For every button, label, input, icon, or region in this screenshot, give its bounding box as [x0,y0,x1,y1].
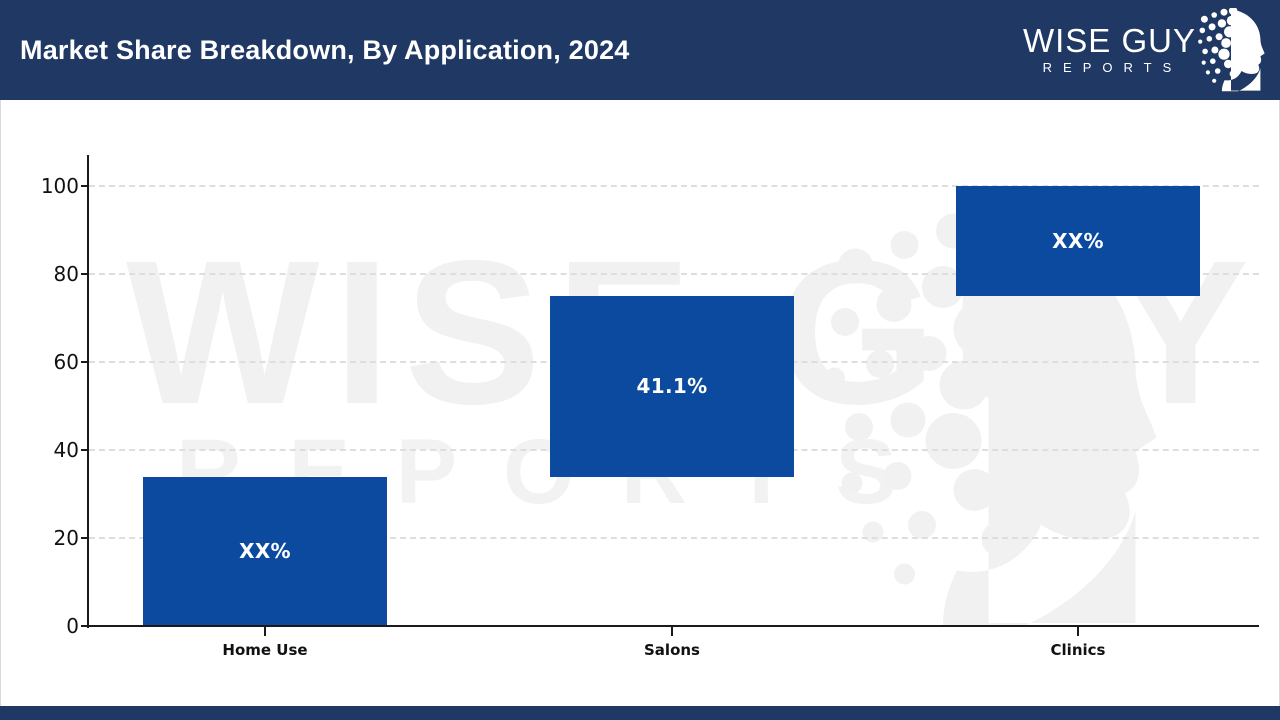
logo-wordmark: WISE GUY [1022,22,1196,59]
bar-clinics: XX% [956,186,1200,296]
y-axis-tick [81,273,89,275]
y-axis-tick [81,537,89,539]
x-axis-tick [671,627,673,636]
logo-text: WISE GUY REPORTS [1023,24,1196,76]
y-axis-tick-label: 100 [40,174,79,198]
y-axis-line [87,155,89,628]
x-axis-tick [1077,627,1079,636]
x-axis-tick [264,627,266,636]
y-gridline [89,185,1259,187]
y-axis-tick-label: 80 [53,262,79,286]
y-axis-tick-label: 40 [53,438,79,462]
x-axis-category-label: Salons [644,641,700,659]
y-axis-tick-label: 60 [53,350,79,374]
y-axis-tick [81,361,89,363]
bar-value-label: 41.1% [636,374,708,399]
header-bar: Market Share Breakdown, By Application, … [0,0,1280,100]
y-axis-tick [81,449,89,451]
logo-subtitle: REPORTS [1042,60,1183,75]
bar-home-use: XX% [143,476,387,626]
y-axis-tick-label: 20 [53,526,79,550]
bar-value-label: XX% [239,539,291,564]
x-axis-category-label: Clinics [1050,641,1106,659]
y-gridline [89,273,1259,275]
bar-value-label: XX% [1052,229,1104,253]
y-axis-tick [81,185,89,187]
y-axis-tick [81,625,89,627]
footer-bar [0,706,1280,720]
x-axis-line [87,625,1259,627]
x-axis-category-label: Home Use [222,641,308,659]
y-axis-tick-label: 0 [66,614,79,638]
wise-guy-reports-logo: WISE GUY REPORTS [1018,0,1268,100]
y-gridline [89,537,1259,539]
chart-title: Market Share Breakdown, By Application, … [20,34,630,65]
dotted-face-icon [1198,8,1265,92]
bar-salons: 41.1% [550,296,794,477]
